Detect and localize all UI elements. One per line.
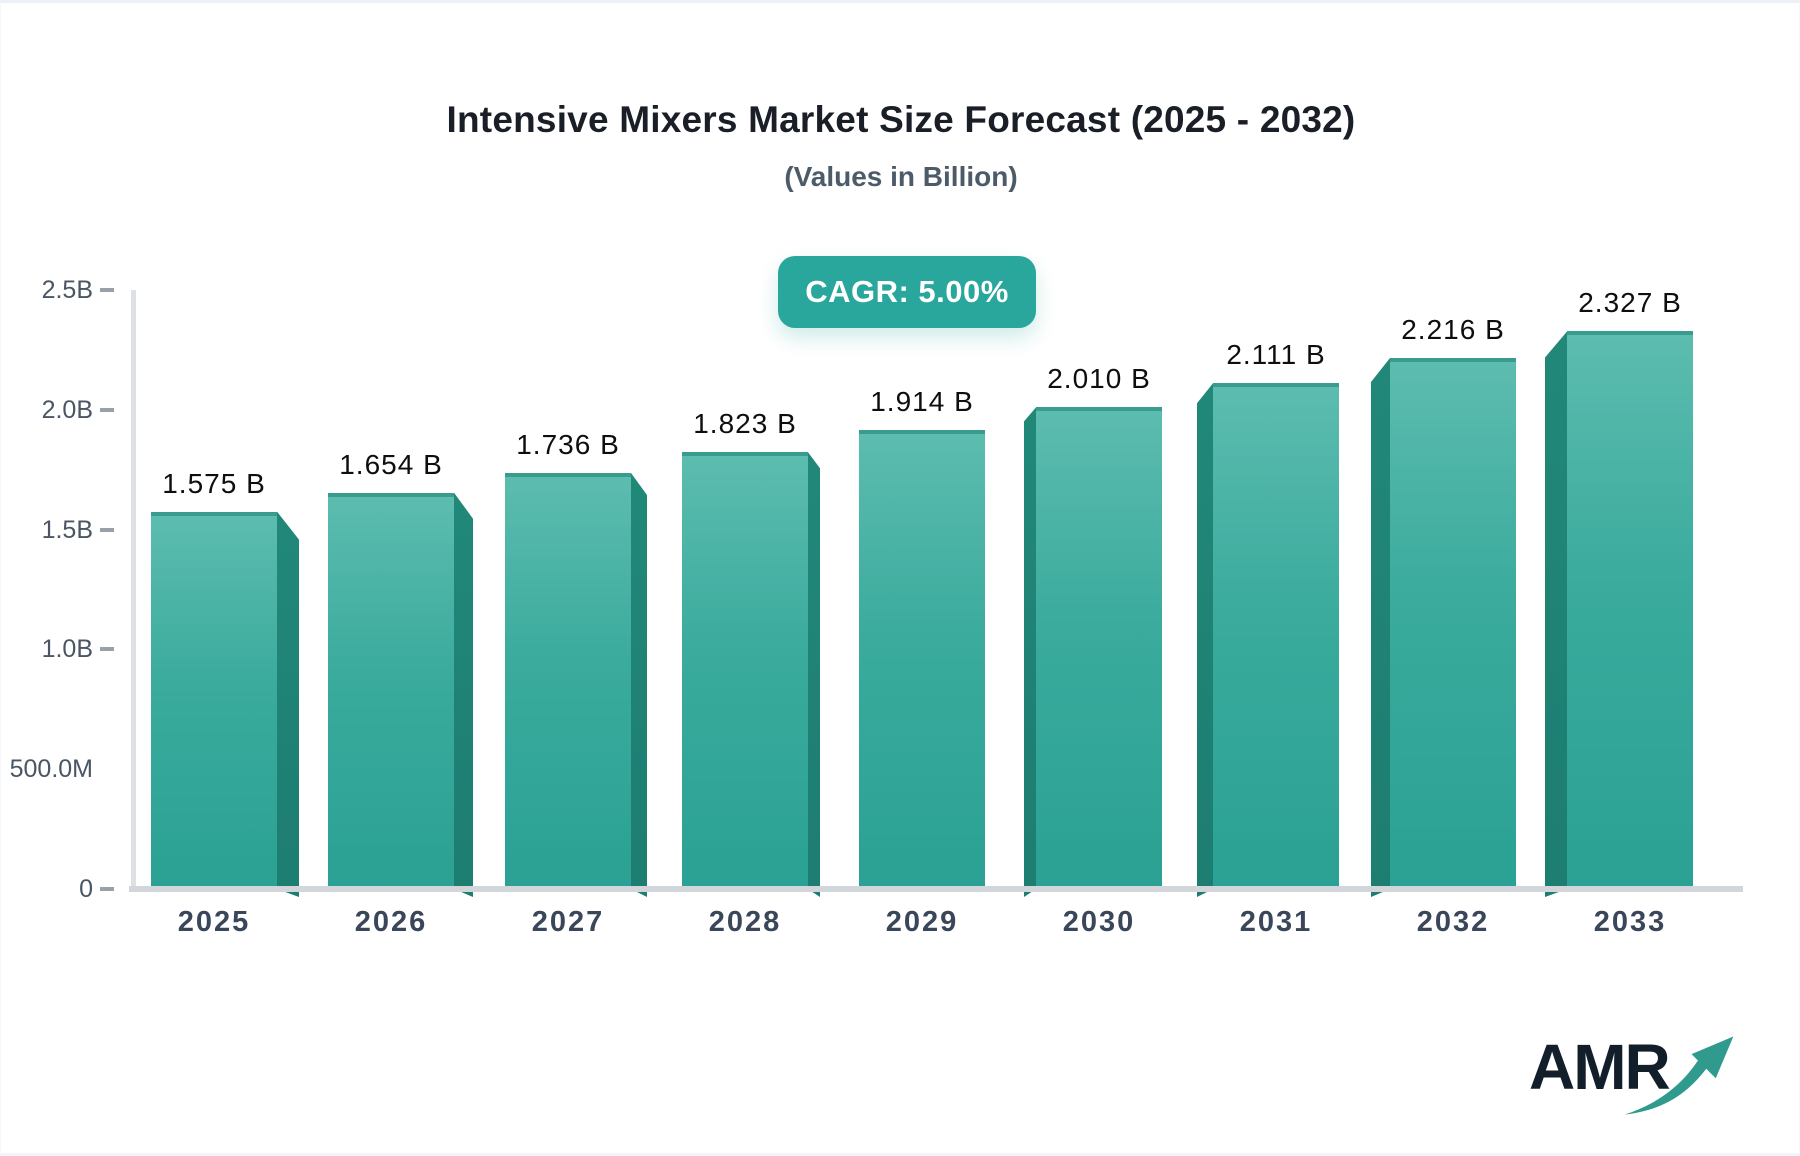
x-axis-label-2030: 2030	[1062, 906, 1136, 938]
bar-2031[interactable]	[1213, 383, 1339, 889]
x-axis-label-2027: 2027	[531, 906, 605, 938]
bar-side-2025	[277, 512, 299, 897]
y-axis-tick-mark	[100, 527, 114, 532]
bar-2029[interactable]	[859, 430, 985, 889]
amr-logo: AMR	[1529, 1031, 1739, 1126]
x-axis-label-2028: 2028	[708, 906, 782, 938]
bar-value-label-2027: 1.736 B	[516, 429, 620, 461]
bar-value-label-2028: 1.823 B	[693, 408, 797, 440]
x-axis-label-2026: 2026	[354, 906, 428, 938]
y-axis-tick-label: 1.0B	[41, 635, 93, 664]
bar-side-2028	[808, 452, 820, 897]
y-axis-line	[131, 290, 136, 892]
bar-2032[interactable]	[1390, 358, 1516, 889]
bar-2028[interactable]	[682, 452, 808, 889]
x-axis-label-2033: 2033	[1593, 906, 1667, 938]
bar-2030[interactable]	[1036, 407, 1162, 889]
bar-value-label-2032: 2.216 B	[1401, 314, 1505, 346]
bar-side-2031	[1197, 383, 1213, 897]
bar-value-label-2029: 1.914 B	[870, 386, 974, 418]
bar-2025[interactable]	[151, 511, 277, 889]
bar-side-2030	[1024, 407, 1036, 897]
bar-side-2033	[1545, 331, 1567, 897]
cagr-badge: CAGR: 5.00%	[778, 256, 1036, 328]
bar-side-2026	[454, 493, 473, 897]
x-axis-label-2025: 2025	[177, 906, 251, 938]
y-axis-tick-label: 500.0M	[9, 755, 93, 784]
bar-value-label-2025: 1.575 B	[162, 467, 266, 499]
y-axis-tick-mark	[100, 407, 114, 412]
plot-area: 2.5B 2.0B 1.5B 1.0B 500.0M 0 1.575 B 2025 1.654 …	[1, 3, 1799, 1153]
y-axis-tick-label: 2.5B	[41, 276, 93, 304]
bar-2026[interactable]	[328, 492, 454, 889]
y-axis-tick-mark	[100, 288, 114, 292]
bar-value-label-2031: 2.111 B	[1226, 339, 1326, 371]
chart-subtitle: (Values in Billion)	[784, 161, 1018, 192]
chart-title: Intensive Mixers Market Size Forecast (2…	[446, 99, 1356, 140]
y-axis-tick-label: 2.0B	[41, 395, 93, 424]
bar-value-label-2026: 1.654 B	[339, 448, 443, 480]
y-axis-tick-label: 1.5B	[41, 515, 93, 544]
y-axis-tick-mark	[100, 887, 114, 891]
y-axis-tick-mark	[100, 647, 114, 652]
growth-arrow-icon	[1624, 1036, 1734, 1115]
bar-side-2027	[631, 473, 647, 897]
bar-value-label-2033: 2.327 B	[1578, 287, 1682, 319]
x-axis-label-2031: 2031	[1239, 906, 1313, 938]
bar-side-2032	[1371, 358, 1390, 897]
x-axis-label-2032: 2032	[1416, 906, 1490, 938]
x-axis-label-2029: 2029	[885, 906, 959, 938]
bar-value-label-2030: 2.010 B	[1047, 363, 1151, 395]
y-axis-tick-label: 0	[79, 875, 93, 903]
bar-2027[interactable]	[505, 473, 631, 889]
x-axis-line	[129, 886, 1743, 892]
bar-2033[interactable]	[1567, 331, 1693, 889]
amr-logo-text: AMR	[1529, 1031, 1671, 1103]
